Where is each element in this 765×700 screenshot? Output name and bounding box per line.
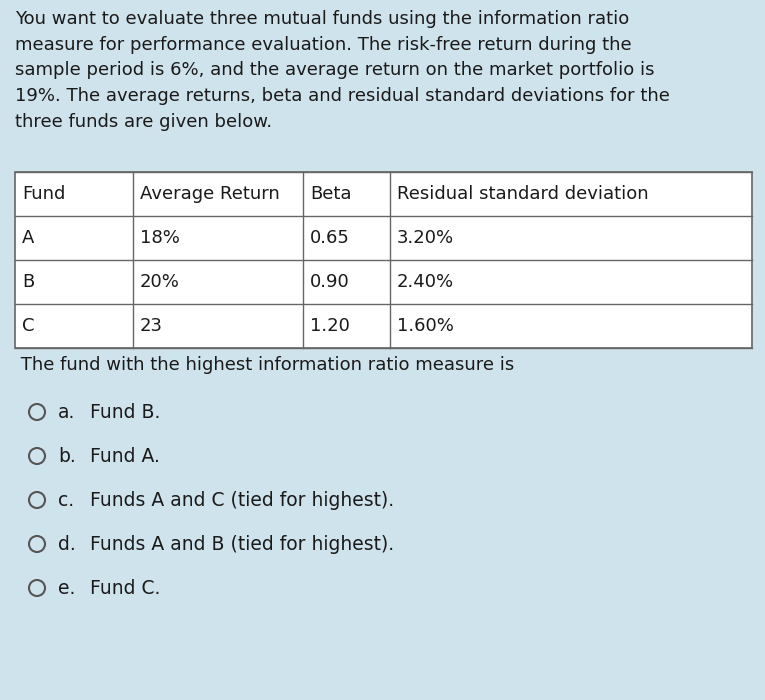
- Text: Fund: Fund: [22, 185, 65, 203]
- Text: Fund C.: Fund C.: [90, 578, 161, 598]
- Text: b.: b.: [58, 447, 76, 466]
- Text: c.: c.: [58, 491, 74, 510]
- Text: 23: 23: [140, 317, 163, 335]
- Text: 20%: 20%: [140, 273, 180, 291]
- Circle shape: [29, 580, 45, 596]
- Circle shape: [29, 404, 45, 420]
- Text: B: B: [22, 273, 34, 291]
- Text: You want to evaluate three mutual funds using the information ratio
measure for : You want to evaluate three mutual funds …: [15, 10, 670, 131]
- Circle shape: [29, 536, 45, 552]
- Circle shape: [29, 492, 45, 508]
- Text: Funds A and C (tied for highest).: Funds A and C (tied for highest).: [90, 491, 394, 510]
- Text: a.: a.: [58, 402, 76, 421]
- Text: Beta: Beta: [310, 185, 351, 203]
- Text: e.: e.: [58, 578, 76, 598]
- Text: 0.90: 0.90: [310, 273, 350, 291]
- Text: 1.20: 1.20: [310, 317, 350, 335]
- Circle shape: [29, 448, 45, 464]
- Text: A: A: [22, 229, 34, 247]
- Text: 3.20%: 3.20%: [397, 229, 454, 247]
- Text: The fund with the highest information ratio measure is: The fund with the highest information ra…: [15, 356, 514, 374]
- Text: Fund A.: Fund A.: [90, 447, 160, 466]
- Text: 2.40%: 2.40%: [397, 273, 454, 291]
- Text: Average Return: Average Return: [140, 185, 280, 203]
- Text: C: C: [22, 317, 34, 335]
- Text: 0.65: 0.65: [310, 229, 350, 247]
- Text: Residual standard deviation: Residual standard deviation: [397, 185, 649, 203]
- Text: Funds A and B (tied for highest).: Funds A and B (tied for highest).: [90, 535, 394, 554]
- Text: Fund B.: Fund B.: [90, 402, 161, 421]
- Bar: [15, 172, 752, 348]
- Text: 18%: 18%: [140, 229, 180, 247]
- Text: 1.60%: 1.60%: [397, 317, 454, 335]
- Text: d.: d.: [58, 535, 76, 554]
